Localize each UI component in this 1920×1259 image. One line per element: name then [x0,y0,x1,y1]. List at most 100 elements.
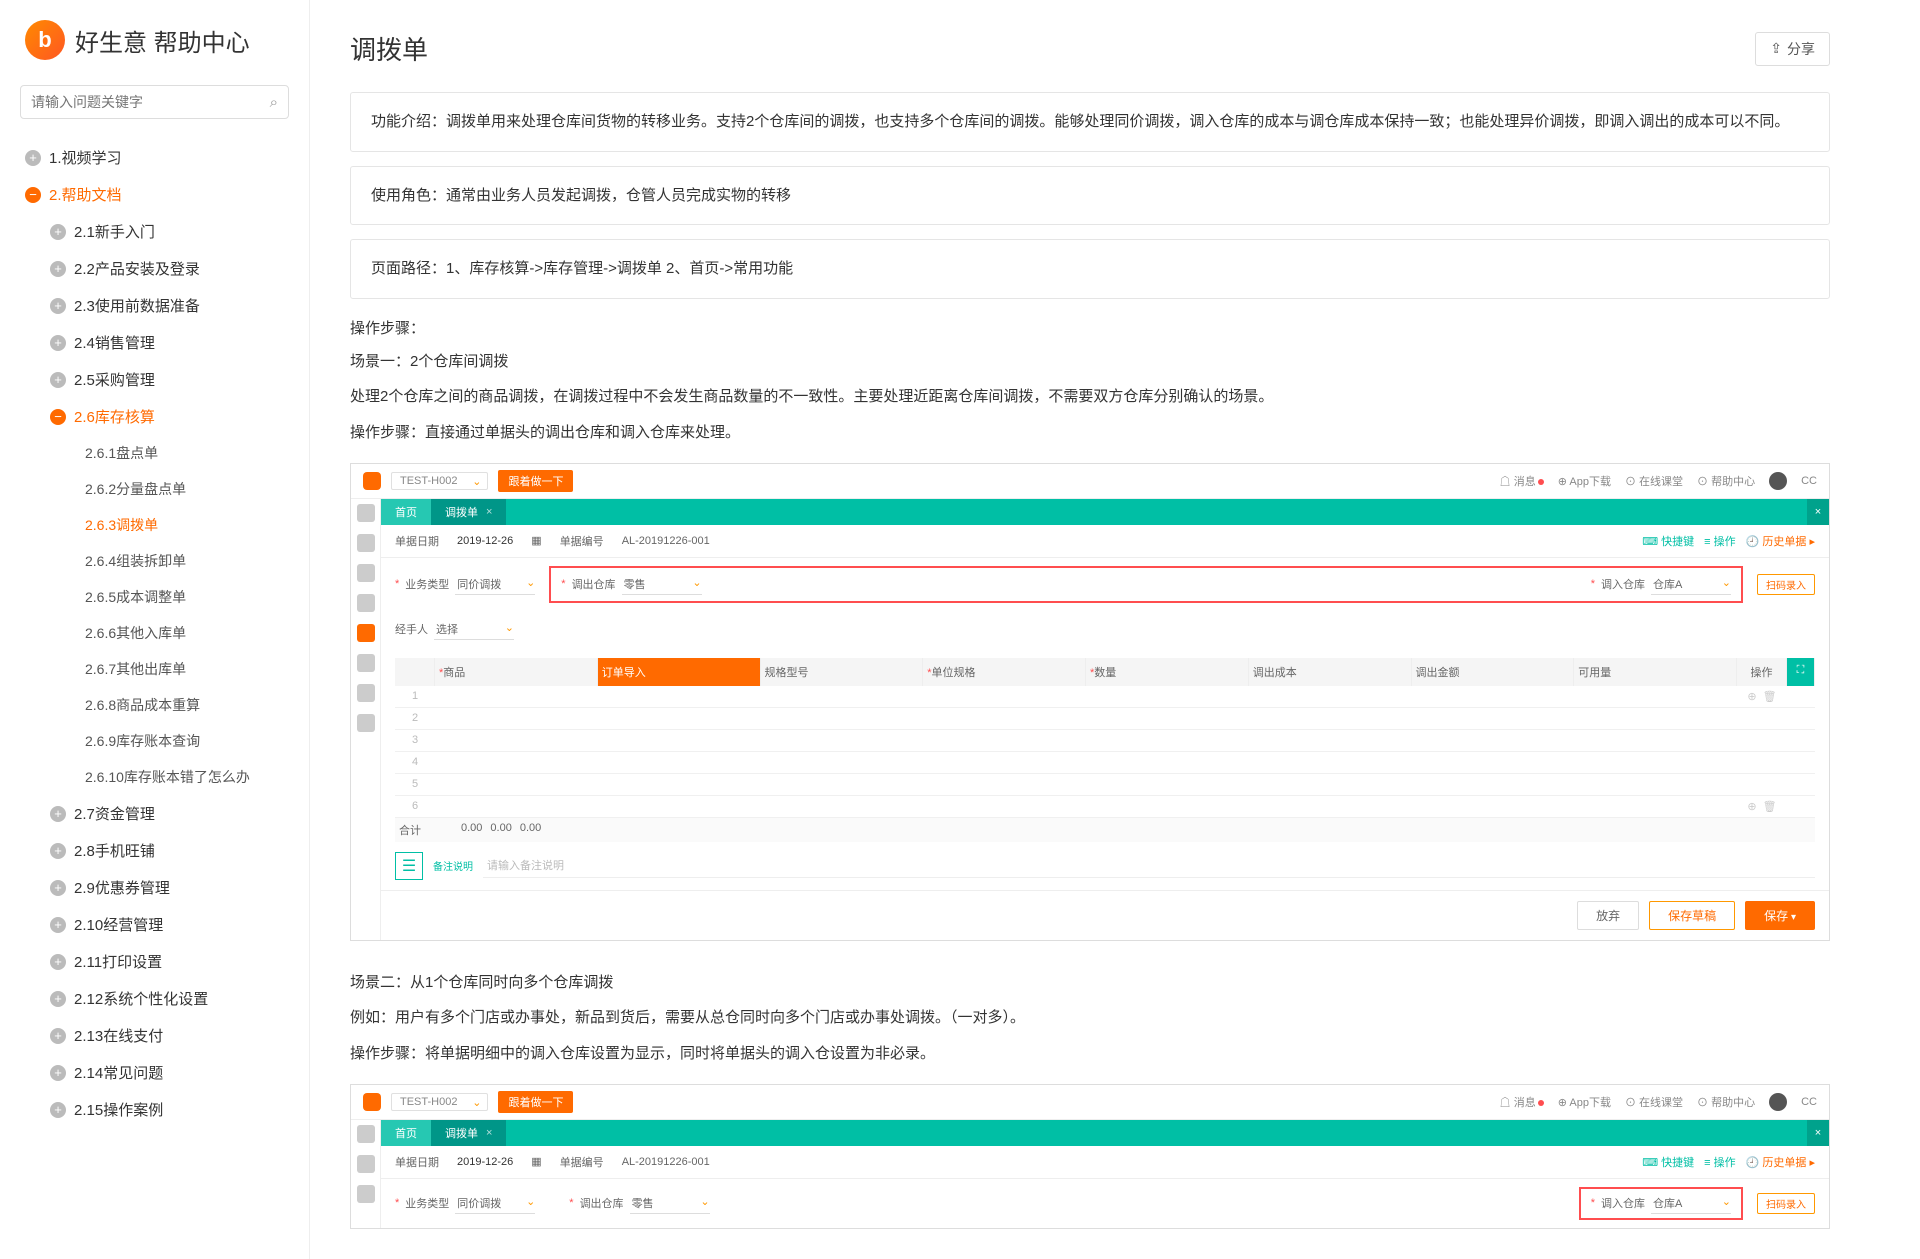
nav-2-4[interactable]: +2.4销售管理 [0,324,309,361]
mock-tab-home: 首页 [381,1120,431,1146]
mock-date-value: 2019-12-26 [457,535,513,547]
nav-2-15[interactable]: +2.15操作案例 [0,1091,309,1128]
mock-memo-label: 备注说明 [433,858,473,873]
mock-link-ops: ≡ 操作 [1704,533,1735,549]
nav-video-learning[interactable]: +1.视频学习 [0,139,309,176]
mock-th-unit: *单位规格 [923,658,1086,686]
mock-side-icon [357,654,375,672]
mock-link-shortcut: ⌨ 快捷键 [1642,533,1694,549]
mock-side-icon [357,594,375,612]
mock-screenshot-2: TEST-H002 跟着做一下 ☖ 消息 ⊕ App下载 ⊙ 在线课堂 ⊙ 帮助… [350,1084,1830,1229]
nav-2-10[interactable]: +2.10经营管理 [0,906,309,943]
mock-app-link: ⊕ App下载 [1558,1094,1611,1110]
mock-form-header: 单据日期 2019-12-26 ▦ 单据编号 AL-20191226-001 ⌨… [381,525,1829,558]
mock-th-qty: *数量 [1086,658,1249,686]
share-button[interactable]: ⇪ 分享 [1755,32,1830,66]
mock-link-history: 🕘 历史单据 ▸ [1746,533,1815,549]
brand-logo-icon: b [25,20,65,60]
mock-tab-close-icon: × [1807,499,1829,525]
mock-demo-button: 跟着做一下 [498,1091,573,1113]
nav-2-2[interactable]: +2.2产品安装及登录 [0,250,309,287]
nav-2-8[interactable]: +2.8手机旺铺 [0,832,309,869]
mock-tab-current: 调拨单× [431,1120,506,1146]
nav-2-6-4[interactable]: 2.6.4组装拆卸单 [0,543,309,579]
mock-side-icon-active [357,624,375,642]
mock-discard-button: 放弃 [1577,901,1639,930]
mock-table: *商品 订单导入 规格型号 *单位规格 *数量 调出成本 调出金额 可用量 操作… [395,658,1815,842]
scene2-steps: 操作步骤：将单据明细中的调入仓库设置为显示，同时将单据头的调入仓设置为非必录。 [350,1040,1830,1069]
mock-side-icon [357,504,375,522]
path-label: 页面路径： [371,260,446,277]
nav-2-7[interactable]: +2.7资金管理 [0,795,309,832]
path-box: 页面路径：1、库存核算->库存管理->调拨单 2、首页->常用功能 [350,239,1830,299]
search-input[interactable] [21,86,288,118]
mock-filter-row-1: *业务类型 同价调拨 *调出仓库 零售 *调入仓库 仓库A 扫码录入 [381,1179,1829,1228]
scene1-title: 场景一：2个仓库间调拨 [350,350,1830,371]
mock-th-expand-icon: ⛶ [1787,658,1815,686]
mock-username: CC [1801,475,1817,487]
sidebar: b 好生意 帮助中心 ⌕ +1.视频学习 −2.帮助文档 +2.1新手入门 +2… [0,0,310,1259]
mock-th-goods: *商品 [435,658,598,686]
brand-title: 好生意 帮助中心 [75,23,250,58]
nav-2-6[interactable]: −2.6库存核算 [0,398,309,435]
search-box[interactable]: ⌕ [20,85,289,119]
nav-2-6-7[interactable]: 2.6.7其他出库单 [0,651,309,687]
nav-2-6-8[interactable]: 2.6.8商品成本重算 [0,687,309,723]
mock-no-value: AL-20191226-001 [622,535,710,547]
mock-side-icon [357,534,375,552]
main-content: 调拨单 ⇪ 分享 功能介绍：调拨单用来处理仓库间货物的转移业务。支持2个仓库间的… [310,0,1870,1259]
mock-th-stock: 可用量 [1574,658,1737,686]
mock-memo-row: ☰ 备注说明 请输入备注说明 [395,852,1815,880]
mock-side-icon [357,1185,375,1203]
nav-2-6-5[interactable]: 2.6.5成本调整单 [0,579,309,615]
mock-avatar-icon [1769,1093,1787,1111]
scene1-desc: 处理2个仓库之间的商品调拨，在调拨过程中不会发生商品数量的不一致性。主要处理近距… [350,383,1830,412]
mock-tab-home: 首页 [381,499,431,525]
mock-help-link: ⊙ 帮助中心 [1697,1094,1755,1110]
intro-text: 调拨单用来处理仓库间货物的转移业务。支持2个仓库间的调拨，也支持多个仓库间的调拨… [446,113,1789,130]
nav-2-5[interactable]: +2.5采购管理 [0,361,309,398]
nav-2-6-6[interactable]: 2.6.6其他入库单 [0,615,309,651]
nav-2-1[interactable]: +2.1新手入门 [0,213,309,250]
steps-heading: 操作步骤： [350,317,1830,338]
nav-help-docs[interactable]: −2.帮助文档 [0,176,309,213]
mock-memo-icon: ☰ [395,852,423,880]
nav-2-9[interactable]: +2.9优惠券管理 [0,869,309,906]
mock-th-op: 操作 [1737,658,1787,686]
mock-help-link: ⊙ 帮助中心 [1697,473,1755,489]
nav-2-6-1[interactable]: 2.6.1盘点单 [0,435,309,471]
mock-tabs: 首页 调拨单× × [381,1120,1829,1146]
mock-draft-button: 保存草稿 [1649,901,1735,930]
mock-topbar: TEST-H002 跟着做一下 ☖ 消息 ⊕ App下载 ⊙ 在线课堂 ⊙ 帮助… [351,464,1829,499]
mock-side-icon [357,1155,375,1173]
mock-th-amount: 调出金额 [1412,658,1575,686]
mock-tab-current: 调拨单× [431,499,506,525]
nav-tree: +1.视频学习 −2.帮助文档 +2.1新手入门 +2.2产品安装及登录 +2.… [0,139,309,1128]
mock-topbar: TEST-H002 跟着做一下 ☖ 消息 ⊕ App下载 ⊙ 在线课堂 ⊙ 帮助… [351,1085,1829,1120]
nav-2-6-2[interactable]: 2.6.2分量盘点单 [0,471,309,507]
mock-th-spec: 规格型号 [761,658,924,686]
share-icon: ⇪ [1770,40,1782,57]
nav-2-3[interactable]: +2.3使用前数据准备 [0,287,309,324]
mock-tab-close-icon: × [1807,1120,1829,1146]
mock-sidebar [351,499,381,940]
nav-2-6-10[interactable]: 2.6.10库存账本错了怎么办 [0,759,309,795]
mock-date-label: 单据日期 [395,533,439,549]
mock-filter-row-2: 经手人 选择 [381,611,1829,648]
mock-app-link: ⊕ App下载 [1558,473,1611,489]
nav-2-14[interactable]: +2.14常见问题 [0,1054,309,1091]
mock-username: CC [1801,1096,1817,1108]
search-icon[interactable]: ⌕ [270,94,278,111]
nav-2-6-3[interactable]: 2.6.3调拨单 [0,507,309,543]
mock-company-select: TEST-H002 [391,472,488,490]
scene2-desc: 例如：用户有多个门店或办事处，新品到货后，需要从总仓同时向多个门店或办事处调拨。… [350,1004,1830,1033]
role-text: 通常由业务人员发起调拨，仓管人员完成实物的转移 [446,187,791,204]
scene2-title: 场景二：从1个仓库同时向多个仓库调拨 [350,971,1830,992]
mock-logo-icon [363,472,381,490]
mock-no-label: 单据编号 [560,533,604,549]
nav-2-13[interactable]: +2.13在线支付 [0,1017,309,1054]
mock-scan-button: 扫码录入 [1757,574,1815,595]
nav-2-11[interactable]: +2.11打印设置 [0,943,309,980]
mock-scan-button: 扫码录入 [1757,1193,1815,1214]
nav-2-6-9[interactable]: 2.6.9库存账本查询 [0,723,309,759]
